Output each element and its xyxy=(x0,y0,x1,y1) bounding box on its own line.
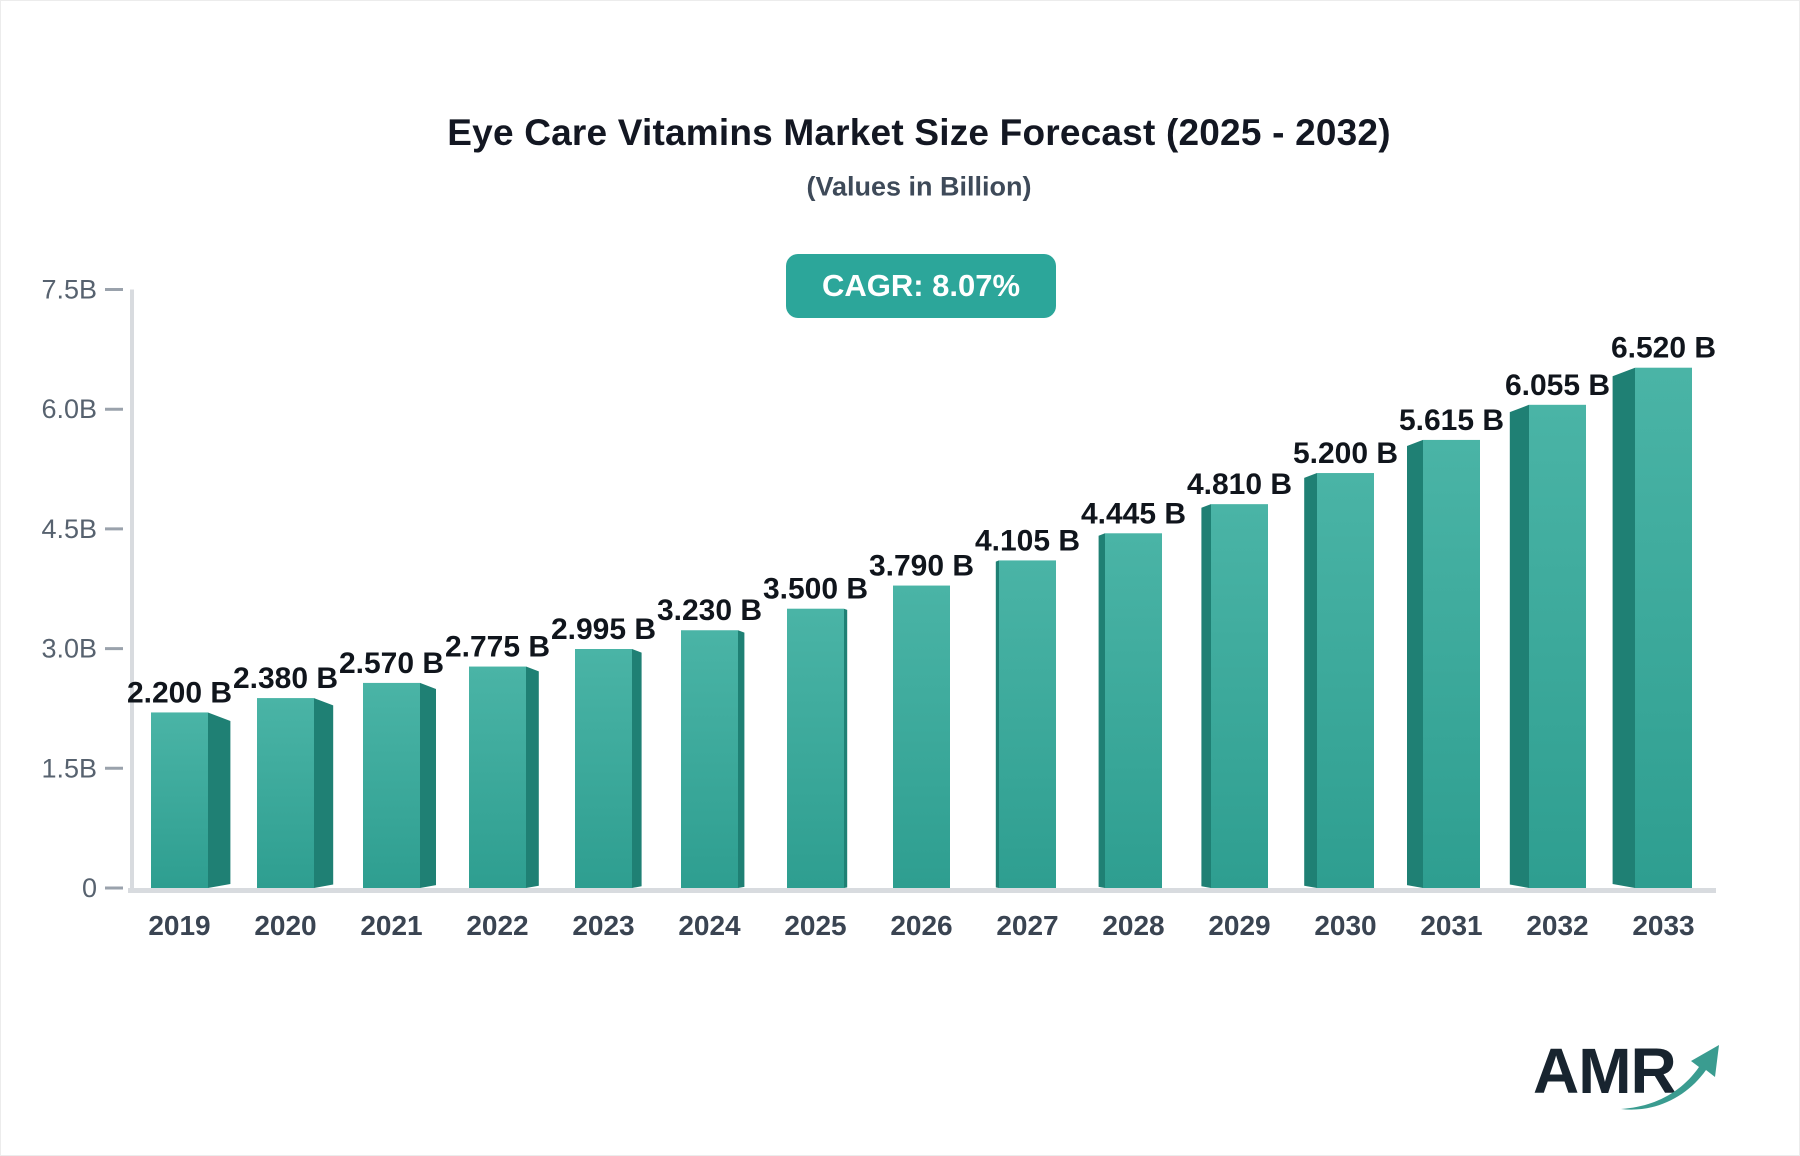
bar-front-face xyxy=(363,682,420,888)
bar-front-face xyxy=(1529,404,1586,888)
x-axis-label: 2020 xyxy=(254,910,316,941)
bar-side-face xyxy=(995,560,999,888)
x-axis-label: 2026 xyxy=(890,910,952,941)
bar-front-face xyxy=(1423,439,1480,888)
y-axis-label: 4.5B xyxy=(41,514,97,544)
bar-value-label: 3.230 B xyxy=(657,594,762,627)
bar-side-face xyxy=(314,698,334,888)
bar-2029: 4.810 B 2029 xyxy=(1187,468,1292,941)
bar-side-face xyxy=(526,666,539,888)
bar-value-label: 5.615 B xyxy=(1399,404,1504,437)
page-title: Eye Care Vitamins Market Size Forecast (… xyxy=(447,112,1391,153)
x-axis-label: 2025 xyxy=(784,910,846,941)
bar-2031: 5.615 B 2031 xyxy=(1399,404,1504,941)
growth-arrow-shape xyxy=(1621,1045,1719,1110)
y-axis-label: 7.5B xyxy=(41,275,97,305)
amr-logo-text: AMR xyxy=(1533,1035,1677,1107)
bar-value-label: 3.500 B xyxy=(763,573,868,606)
bar-2024: 3.230 B 2024 xyxy=(657,594,762,941)
x-axis-label: 2027 xyxy=(996,910,1058,941)
bar-side-face xyxy=(844,608,848,888)
bar-2030: 5.200 B 2030 xyxy=(1293,437,1398,941)
bar-value-label: 5.200 B xyxy=(1293,437,1398,470)
x-axis-label: 2029 xyxy=(1208,910,1270,941)
bar-front-face xyxy=(151,712,208,888)
bar-side-face xyxy=(1407,439,1423,888)
bar-side-face xyxy=(208,712,231,888)
x-axis-label: 2021 xyxy=(360,910,422,941)
bar-value-label: 2.200 B xyxy=(127,676,232,709)
bar-front-face xyxy=(1105,533,1162,888)
bar-front-face xyxy=(999,560,1056,888)
bar-value-label: 2.775 B xyxy=(445,631,550,664)
bar-2023: 2.995 B 2023 xyxy=(551,613,656,941)
y-axis-label: 0 xyxy=(82,873,97,903)
bar-front-face xyxy=(787,608,844,888)
bar-side-face xyxy=(1509,404,1529,888)
bar-value-label: 6.520 B xyxy=(1611,332,1716,365)
bar-side-face xyxy=(420,682,436,888)
bar-2020: 2.380 B 2020 xyxy=(233,662,338,941)
x-axis-label: 2019 xyxy=(148,910,210,941)
bar-value-label: 4.105 B xyxy=(975,524,1080,557)
x-axis-label: 2031 xyxy=(1420,910,1482,941)
bar-front-face xyxy=(575,648,632,888)
growth-arrow-icon xyxy=(1621,1045,1719,1110)
bar-side-face xyxy=(1612,367,1635,889)
bar-side-face xyxy=(1098,533,1105,888)
x-axis-label: 2032 xyxy=(1526,910,1588,941)
bar-2025: 3.500 B 2025 xyxy=(763,573,868,941)
bar-value-label: 3.790 B xyxy=(869,550,974,583)
chart-subtitle: (Values in Billion) xyxy=(806,171,1032,202)
bar-front-face xyxy=(893,585,950,888)
cagr-badge-label: CAGR: 8.07% xyxy=(821,268,1021,303)
bar-front-face xyxy=(1635,367,1692,889)
bar-value-label: 6.055 B xyxy=(1505,369,1610,402)
bar-front-face xyxy=(681,630,738,888)
bar-value-label: 4.810 B xyxy=(1187,468,1292,501)
bar-2033: 6.520 B 2033 xyxy=(1611,332,1716,941)
bar-value-label: 2.380 B xyxy=(233,662,338,695)
bar-side-face xyxy=(1201,504,1211,888)
bar-front-face xyxy=(257,698,314,888)
bar-2026: 3.790 B 2026 xyxy=(869,550,974,941)
bar-2032: 6.055 B 2032 xyxy=(1505,369,1610,941)
x-axis-label: 2023 xyxy=(572,910,634,941)
bar-front-face xyxy=(1317,473,1374,888)
y-axis-label: 1.5B xyxy=(41,753,97,783)
x-axis-label: 2022 xyxy=(466,910,528,941)
cagr-badge: CAGR: 8.07% xyxy=(786,254,1056,318)
y-axis-label: 6.0B xyxy=(41,394,97,424)
bar-2022: 2.775 B 2022 xyxy=(445,631,550,941)
bar-2028: 4.445 B 2028 xyxy=(1081,497,1186,941)
bar-front-face xyxy=(469,666,526,888)
x-axis-label: 2024 xyxy=(678,910,741,941)
bar-value-label: 4.445 B xyxy=(1081,497,1186,530)
bar-side-face xyxy=(632,648,642,888)
bar-2027: 4.105 B 2027 xyxy=(975,524,1080,941)
x-axis-label: 2028 xyxy=(1102,910,1164,941)
x-axis-label: 2033 xyxy=(1632,910,1694,941)
bar-side-face xyxy=(1304,473,1317,888)
amr-logo: AMR xyxy=(1533,1039,1733,1119)
bar-2021: 2.570 B 2021 xyxy=(339,647,444,941)
bar-value-label: 2.995 B xyxy=(551,613,656,646)
bar-side-face xyxy=(738,630,745,888)
y-axis-label: 3.0B xyxy=(41,634,97,664)
bar-value-label: 2.570 B xyxy=(339,647,444,680)
bar-front-face xyxy=(1211,504,1268,888)
bar-2019: 2.200 B 2019 xyxy=(127,676,232,941)
x-axis-label: 2030 xyxy=(1314,910,1376,941)
